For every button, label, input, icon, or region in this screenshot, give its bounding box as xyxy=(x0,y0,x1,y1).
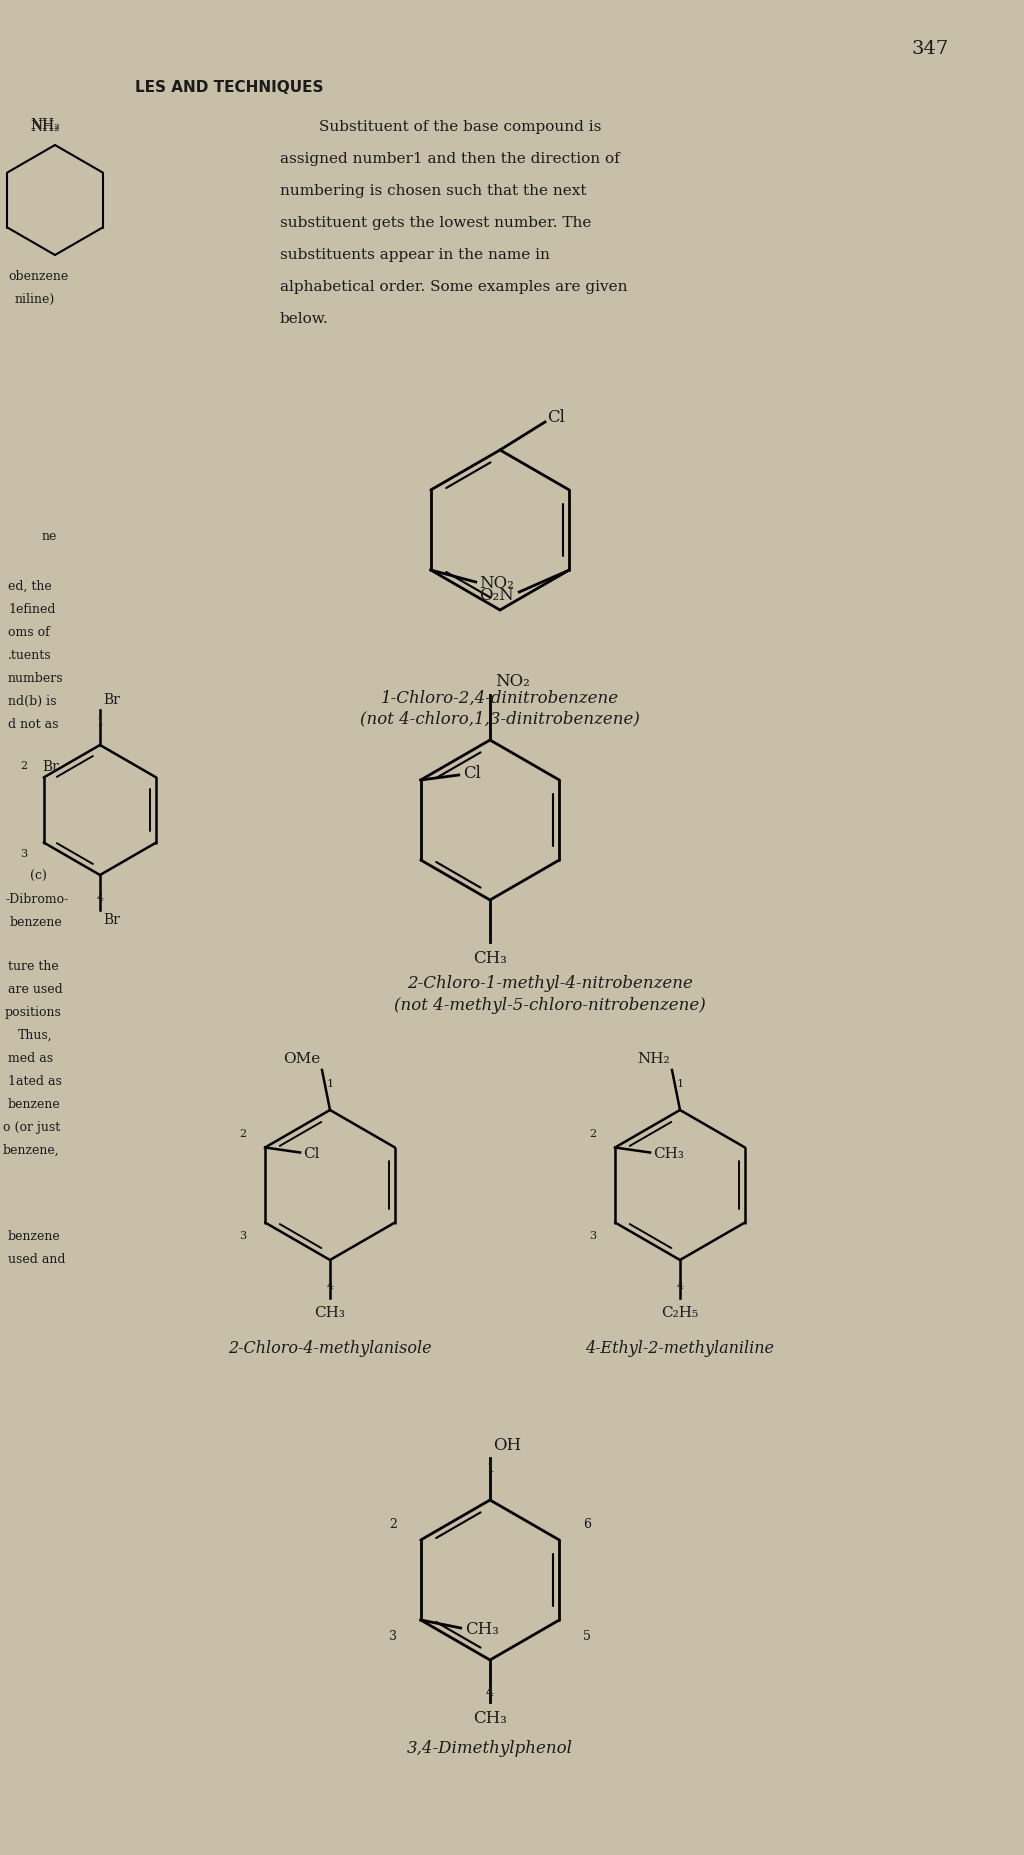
Text: NH₂: NH₂ xyxy=(637,1052,670,1067)
Text: NH₂: NH₂ xyxy=(30,119,59,132)
Text: LES AND TECHNIQUES: LES AND TECHNIQUES xyxy=(135,80,324,95)
Text: ed, the: ed, the xyxy=(8,581,52,594)
Text: med as: med as xyxy=(8,1052,53,1065)
Text: 3: 3 xyxy=(389,1629,397,1642)
Text: Cl: Cl xyxy=(303,1148,319,1161)
Text: numbering is chosen such that the next: numbering is chosen such that the next xyxy=(280,184,587,198)
Text: Thus,: Thus, xyxy=(18,1030,52,1043)
Text: OMe: OMe xyxy=(283,1052,319,1067)
Text: 3,4-Dimethylphenol: 3,4-Dimethylphenol xyxy=(407,1740,573,1757)
Text: (not 4-methyl-5-chloro-nitrobenzene): (not 4-methyl-5-chloro-nitrobenzene) xyxy=(394,996,706,1015)
Text: .tuents: .tuents xyxy=(8,649,51,662)
Text: 5: 5 xyxy=(583,1629,591,1642)
Text: substituents appear in the name in: substituents appear in the name in xyxy=(280,249,550,262)
Text: below.: below. xyxy=(280,312,329,326)
Text: niline): niline) xyxy=(15,293,55,306)
Text: ne: ne xyxy=(42,531,57,544)
Text: NO₂: NO₂ xyxy=(478,575,513,592)
Text: 2-Chloro-4-methylanisole: 2-Chloro-4-methylanisole xyxy=(228,1339,432,1358)
Text: oms of: oms of xyxy=(8,625,50,638)
Text: 3: 3 xyxy=(239,1230,246,1241)
Text: 1: 1 xyxy=(677,1080,684,1089)
Text: benzene,: benzene, xyxy=(3,1145,59,1158)
Text: CH₃: CH₃ xyxy=(465,1621,499,1638)
Text: OH: OH xyxy=(493,1438,521,1454)
Text: d not as: d not as xyxy=(8,718,58,731)
Text: -Dibromo-: -Dibromo- xyxy=(5,892,69,905)
Text: 1ated as: 1ated as xyxy=(8,1076,61,1089)
Text: obenzene: obenzene xyxy=(8,271,69,284)
Text: 4: 4 xyxy=(96,892,103,903)
Text: benzene: benzene xyxy=(8,1230,60,1243)
Text: Br: Br xyxy=(103,913,120,928)
Text: 6: 6 xyxy=(583,1517,591,1530)
Text: Br: Br xyxy=(103,694,120,707)
Text: Br: Br xyxy=(42,761,58,774)
Text: 1: 1 xyxy=(96,718,103,727)
Text: Cl: Cl xyxy=(463,764,480,781)
Text: assigned number1 and then the direction of: assigned number1 and then the direction … xyxy=(280,152,620,165)
Text: benzene: benzene xyxy=(10,916,62,929)
Text: CH₃: CH₃ xyxy=(314,1306,345,1321)
Text: CH₃: CH₃ xyxy=(473,1710,507,1727)
Text: numbers: numbers xyxy=(8,672,63,684)
Text: alphabetical order. Some examples are given: alphabetical order. Some examples are gi… xyxy=(280,280,628,293)
Text: 1efined: 1efined xyxy=(8,603,55,616)
Text: Substituent of the base compound is: Substituent of the base compound is xyxy=(280,121,601,134)
Text: CH₃: CH₃ xyxy=(653,1148,684,1161)
Text: O₂N: O₂N xyxy=(479,588,514,605)
Text: C₂H₅: C₂H₅ xyxy=(662,1306,698,1321)
Text: 1: 1 xyxy=(327,1080,334,1089)
Text: 4-Ethyl-2-methylaniline: 4-Ethyl-2-methylaniline xyxy=(586,1339,774,1358)
Text: 347: 347 xyxy=(911,41,948,58)
Text: positions: positions xyxy=(5,1005,61,1018)
Text: 4: 4 xyxy=(486,1686,494,1699)
Text: ture the: ture the xyxy=(8,961,58,974)
Text: NO₂: NO₂ xyxy=(495,673,529,690)
Text: Cl: Cl xyxy=(547,410,565,427)
Text: (c): (c) xyxy=(30,870,47,883)
Text: nd(b) is: nd(b) is xyxy=(8,696,56,709)
Text: 2: 2 xyxy=(20,761,28,772)
Text: are used: are used xyxy=(8,983,62,996)
Text: 4: 4 xyxy=(677,1282,684,1291)
Text: 3: 3 xyxy=(589,1230,596,1241)
Text: 1: 1 xyxy=(486,1462,494,1475)
Text: CH₃: CH₃ xyxy=(473,950,507,966)
Text: 2-Chloro-1-methyl-4-nitrobenzene: 2-Chloro-1-methyl-4-nitrobenzene xyxy=(408,976,693,992)
Text: 2: 2 xyxy=(239,1130,246,1139)
Text: benzene: benzene xyxy=(8,1098,60,1111)
Text: (not 4-chloro,1,3-dinitrobenzene): (not 4-chloro,1,3-dinitrobenzene) xyxy=(360,710,640,727)
Text: 4: 4 xyxy=(327,1282,334,1291)
Text: 2: 2 xyxy=(589,1130,596,1139)
Text: NH₂: NH₂ xyxy=(30,121,59,134)
Text: used and: used and xyxy=(8,1252,66,1265)
Text: substituent gets the lowest number. The: substituent gets the lowest number. The xyxy=(280,215,592,230)
Text: 2: 2 xyxy=(389,1517,397,1530)
Text: 3: 3 xyxy=(20,850,28,859)
Text: 1-Chloro-2,4-dinitrobenzene: 1-Chloro-2,4-dinitrobenzene xyxy=(381,690,620,707)
Text: o (or just: o (or just xyxy=(3,1120,60,1133)
